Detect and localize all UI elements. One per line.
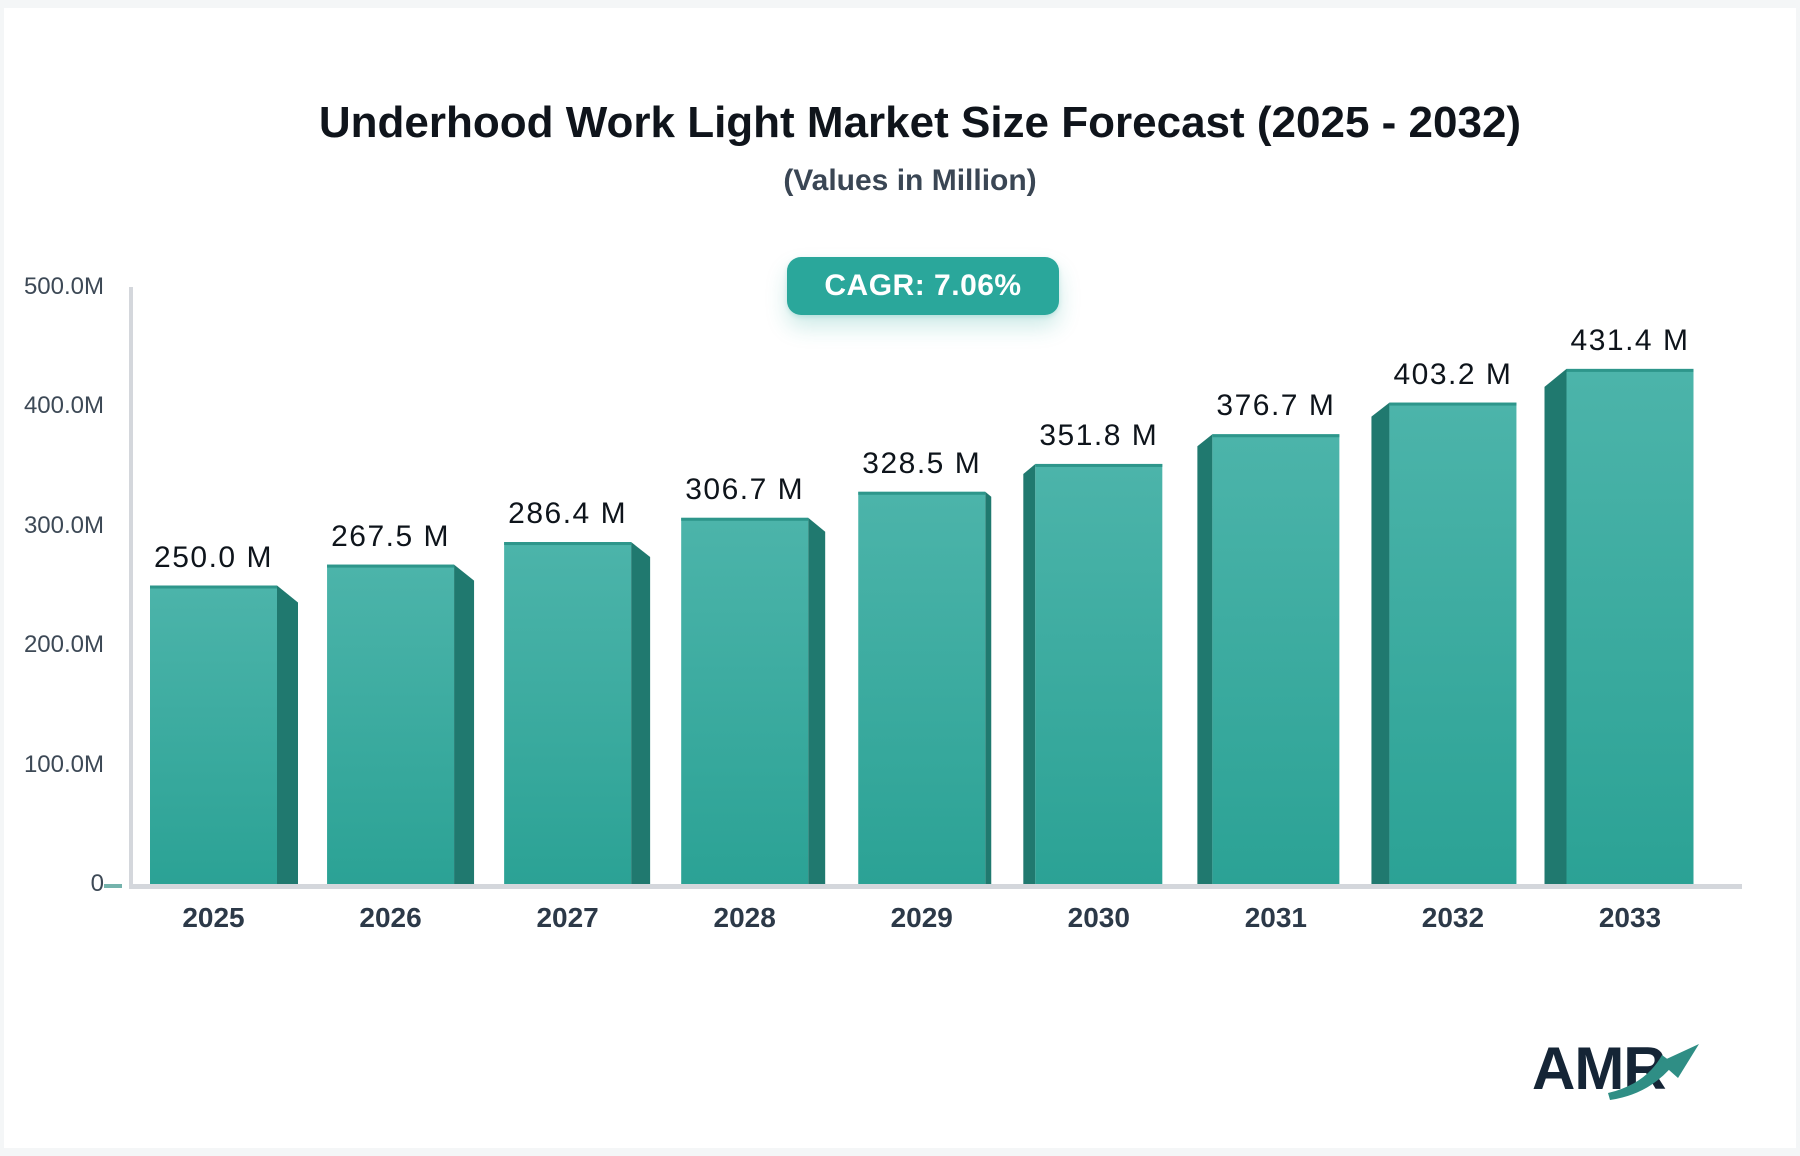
x-label-2028: 2028 — [713, 902, 776, 933]
x-label-2027: 2027 — [536, 902, 599, 933]
bar-front-face — [681, 517, 809, 884]
bar-2029[interactable] — [858, 491, 992, 884]
bar-side-face — [1544, 368, 1567, 884]
x-label-2030: 2030 — [1067, 902, 1130, 933]
bar-value-label-2030: 351.8 M — [1039, 418, 1159, 452]
x-label-2032: 2032 — [1421, 902, 1485, 933]
bar-top-edge — [1566, 368, 1694, 372]
bar-side-face — [1197, 434, 1213, 884]
bar-front-face — [1035, 463, 1163, 884]
bar-value-label-2028: 306.7 M — [685, 472, 805, 506]
y-tick-label-500.0M: 500.0M — [23, 273, 104, 300]
bar-top-edge — [1212, 434, 1340, 438]
bar-top-edge — [327, 564, 455, 568]
growth-arrow-icon — [1608, 1044, 1699, 1100]
bar-2027[interactable] — [504, 542, 651, 884]
x-label-2031: 2031 — [1244, 902, 1308, 933]
x-label-2033: 2033 — [1598, 902, 1662, 933]
x-label-2025: 2025 — [182, 902, 245, 933]
bar-front-face — [504, 542, 632, 884]
chart-subtitle: (Values in Million) — [783, 164, 1037, 197]
bar-front-face — [1389, 402, 1517, 884]
x-label-2026: 2026 — [359, 902, 422, 933]
bar-value-label-2029: 328.5 M — [862, 446, 982, 480]
bar-value-label-2027: 286.4 M — [508, 497, 628, 531]
bar-2031[interactable] — [1197, 434, 1340, 884]
bar-2026[interactable] — [327, 564, 475, 884]
bar-2033[interactable] — [1544, 368, 1694, 884]
bar-top-edge — [504, 542, 632, 546]
bar-side-face — [808, 517, 826, 884]
bar-side-face — [454, 564, 475, 884]
y-tick-label-200.0M: 200.0M — [23, 631, 104, 659]
bar-top-edge — [1389, 402, 1517, 406]
bar-side-face — [1371, 402, 1390, 884]
bar-top-edge — [681, 517, 809, 521]
y-axis-line — [129, 287, 133, 889]
bar-side-face — [985, 491, 992, 884]
y-tick-label-0: 0 — [90, 870, 104, 897]
chart-title: Underhood Work Light Market Size Forecas… — [318, 98, 1522, 147]
y-tick-label-100.0M: 100.0M — [23, 750, 104, 778]
cagr-badge: CAGR: 7.06% — [787, 257, 1059, 315]
bar-front-face — [1212, 434, 1340, 884]
bar-top-edge — [858, 491, 986, 495]
bar-side-face — [631, 542, 651, 884]
y-tick-label-300.0M: 300.0M — [23, 511, 104, 539]
bar-2032[interactable] — [1371, 402, 1517, 884]
bar-front-face — [1566, 368, 1694, 884]
bar-top-edge — [150, 585, 277, 589]
bar-value-label-2026: 267.5 M — [331, 519, 451, 553]
bar-2028[interactable] — [681, 517, 826, 884]
bar-front-face — [327, 564, 455, 884]
bar-side-face — [277, 585, 298, 884]
bar-value-label-2031: 376.7 M — [1216, 389, 1336, 423]
x-label-2029: 2029 — [890, 902, 953, 933]
bar-front-face — [858, 491, 986, 884]
amr-logo-text: AMR — [1532, 1035, 1667, 1102]
bar-2030[interactable] — [1023, 463, 1163, 884]
bar-value-label-2033: 431.4 M — [1570, 323, 1690, 357]
zero-tick — [104, 884, 122, 888]
bar-value-label-2032: 403.2 M — [1393, 357, 1513, 391]
y-tick-label-400.0M: 400.0M — [23, 392, 104, 420]
bar-top-edge — [1035, 463, 1163, 467]
bar-value-label-2025: 250.0 M — [154, 540, 273, 574]
bar-side-face — [1023, 463, 1036, 884]
bar-front-face — [150, 585, 277, 884]
bar-2025[interactable] — [150, 585, 298, 885]
amr-logo: AMR — [1532, 1034, 1712, 1110]
x-axis-line — [129, 884, 1742, 889]
